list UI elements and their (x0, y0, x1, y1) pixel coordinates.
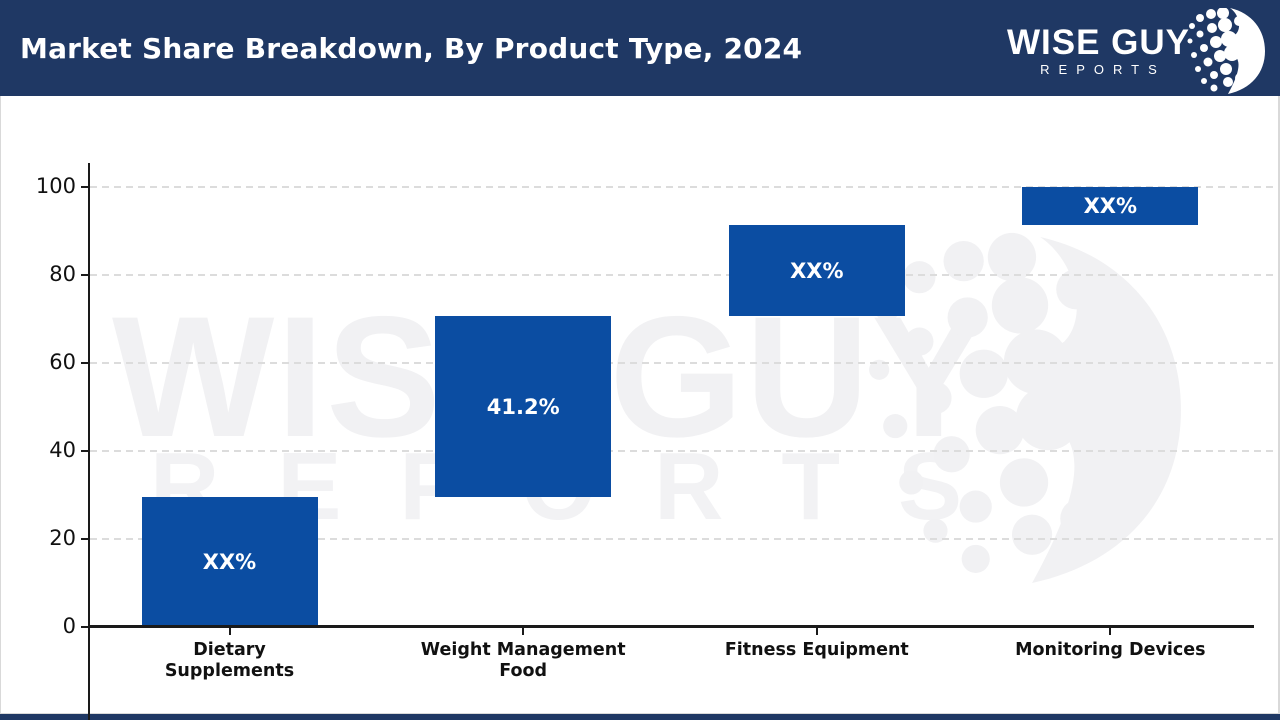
x-tick-mark (228, 628, 231, 635)
y-tick-mark-60 (81, 362, 88, 364)
category-label-weight-management-food: Weight Management Food (363, 640, 683, 682)
frame-border-left (0, 96, 1, 714)
logo-reports-text: REPORTS (1040, 62, 1166, 77)
bar-monitoring-devices: XX% (1022, 187, 1199, 226)
footer-accent-bar (0, 714, 1280, 720)
frame-border-right (1278, 96, 1280, 714)
bar-weight-management-food: 41.2% (435, 315, 612, 498)
gridline-y-100 (90, 186, 1278, 188)
category-label-line: Dietary (193, 640, 266, 660)
y-tick-label-80: 80 (49, 262, 76, 286)
gridline-y-60 (90, 362, 1278, 364)
y-tick-mark-0 (81, 626, 88, 628)
bar-fitness-equipment: XX% (728, 225, 905, 316)
y-axis-line (88, 163, 90, 720)
x-tick-mark (815, 628, 818, 635)
bar-value-label: 41.2% (486, 394, 560, 419)
gridline-y-40 (90, 450, 1278, 452)
category-label-line: Monitoring Devices (1015, 640, 1206, 660)
category-label-line: Fitness Equipment (724, 640, 909, 660)
y-tick-label-100: 100 (35, 174, 76, 198)
bar-dietary-supplements: XX% (141, 497, 318, 627)
logo-head-dots-icon (1187, 8, 1265, 94)
y-tick-mark-40 (81, 450, 88, 452)
x-axis-line (88, 625, 1254, 628)
category-label-dietary-supplements: Dietary Supplements (70, 640, 390, 682)
gridline-y-80 (90, 274, 1278, 276)
category-label-line: Supplements (164, 661, 295, 681)
y-tick-mark-20 (81, 538, 88, 540)
frame-border-bottom (0, 713, 1280, 714)
y-tick-label-60: 60 (49, 350, 76, 374)
header-banner: Market Share Breakdown, By Product Type,… (0, 0, 1280, 96)
category-label-line: Food (499, 661, 548, 681)
y-tick-mark-80 (81, 274, 88, 276)
chart-plot-area: 0 20 40 60 80 100 XX% Dietary Supplements 41.2% We… (0, 96, 1280, 720)
y-tick-label-40: 40 (49, 438, 76, 462)
y-tick-label-20: 20 (49, 526, 76, 550)
x-tick-mark (1109, 628, 1112, 635)
y-tick-label-0: 0 (62, 614, 76, 638)
category-label-monitoring-devices: Monitoring Devices (950, 640, 1270, 661)
gridline-y-20 (90, 538, 1278, 540)
watermark-head-dots-icon (869, 232, 1181, 584)
y-tick-mark-100 (81, 186, 88, 188)
bar-value-label: XX% (1083, 194, 1138, 219)
logo-wise-guy-text: WISE GUY (1006, 23, 1190, 62)
chart-title: Market Share Breakdown, By Product Type,… (20, 31, 803, 65)
logo-text: WISE GUY REPORTS (1006, 23, 1190, 78)
bar-value-label: XX% (202, 550, 257, 575)
wise-guy-reports-logo: WISE GUY REPORTS (1007, 8, 1266, 94)
x-tick-mark (522, 628, 525, 635)
category-label-fitness-equipment: Fitness Equipment (657, 640, 977, 661)
bar-value-label: XX% (790, 258, 844, 283)
category-label-line: Weight Management (420, 640, 626, 660)
